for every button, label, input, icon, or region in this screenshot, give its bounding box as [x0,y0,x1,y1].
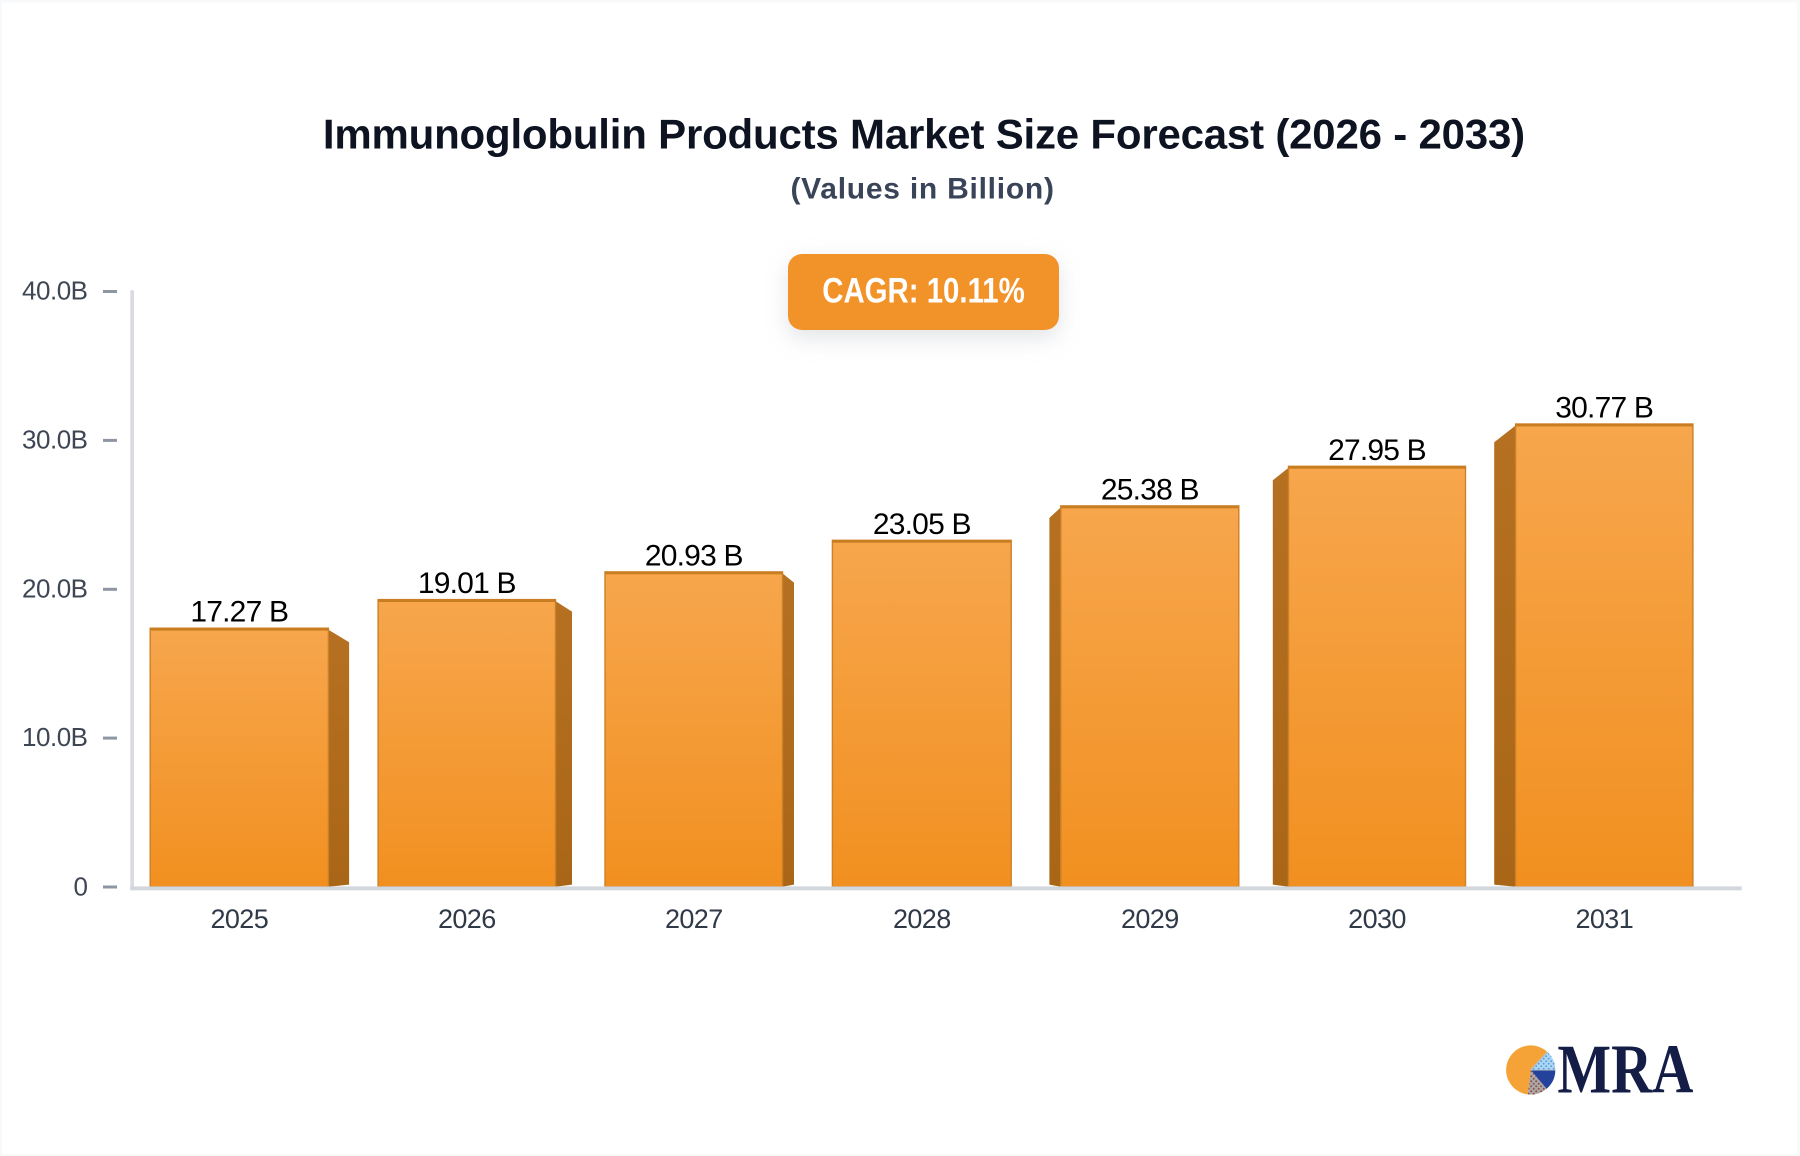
svg-text:19.01 B: 19.01 B [418,567,516,600]
svg-text:Immunoglobulin Products Market: Immunoglobulin Products Market Size Fore… [323,111,1525,158]
svg-text:2030: 2030 [1348,904,1406,934]
svg-text:30.0B: 30.0B [22,424,87,454]
svg-text:MRA: MRA [1557,1030,1693,1108]
svg-text:10.0B: 10.0B [22,722,87,752]
svg-text:(Values in Billion): (Values in Billion) [790,172,1054,205]
svg-text:0: 0 [74,871,88,901]
svg-text:17.27 B: 17.27 B [190,596,288,629]
svg-text:27.95 B: 27.95 B [1328,434,1426,467]
svg-text:20.0B: 20.0B [22,573,87,603]
svg-text:30.77 B: 30.77 B [1555,392,1653,425]
svg-text:2029: 2029 [1121,904,1179,934]
svg-text:2027: 2027 [665,904,723,934]
svg-text:2028: 2028 [893,904,951,934]
svg-text:2025: 2025 [210,904,268,934]
svg-text:CAGR: 10.11%: CAGR: 10.11% [822,271,1025,310]
svg-text:25.38 B: 25.38 B [1101,473,1199,506]
svg-text:20.93 B: 20.93 B [645,539,743,572]
svg-text:23.05 B: 23.05 B [873,508,971,541]
svg-text:2026: 2026 [438,904,496,934]
svg-text:40.0B: 40.0B [22,276,87,306]
svg-text:2031: 2031 [1575,904,1633,934]
